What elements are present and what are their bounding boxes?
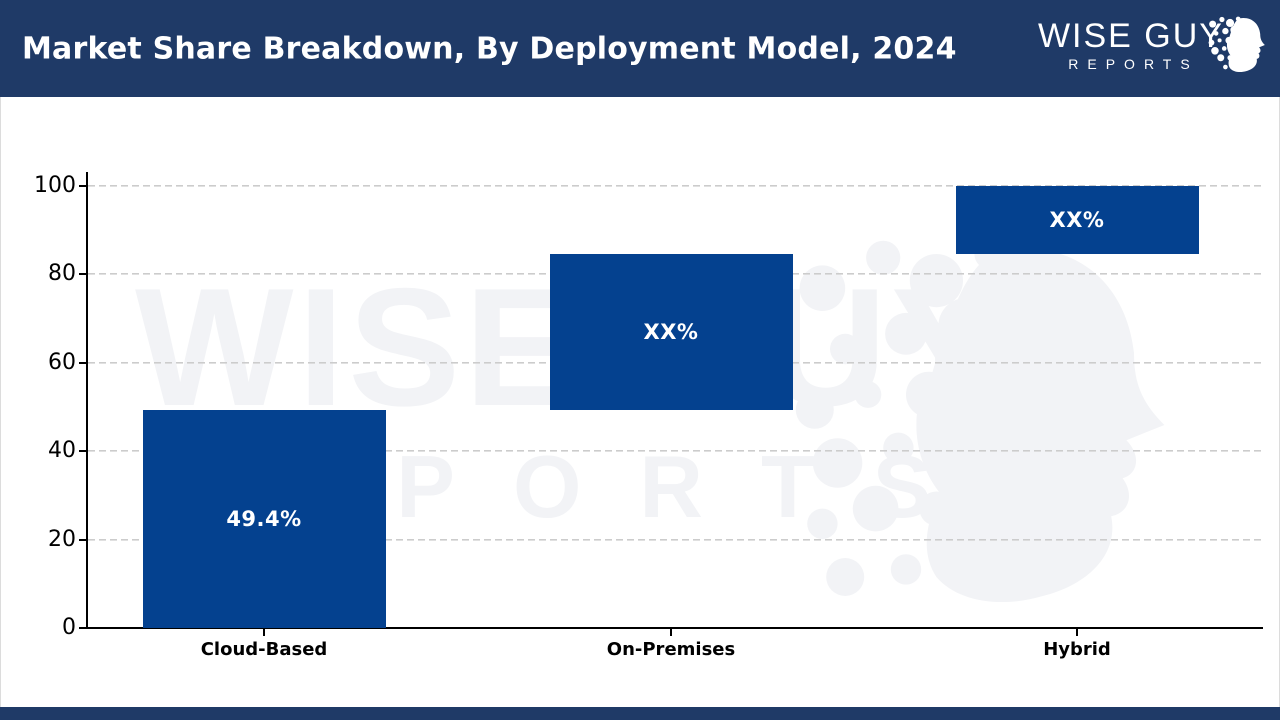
y-axis-tickmark (79, 627, 88, 629)
y-axis-tick-label: 60 (48, 349, 76, 375)
y-axis-tickmark (79, 538, 88, 541)
bar-hybrid: XX% (955, 186, 1199, 255)
y-axis-tick-label: 80 (48, 261, 76, 287)
gridline (88, 450, 1262, 453)
x-axis-category-label: Hybrid (1043, 639, 1111, 660)
y-axis-tick-label: 20 (48, 526, 76, 552)
y-axis-tick-label: 0 (62, 615, 76, 640)
brand-logo-text: WISE GUY REPORTS (1038, 19, 1224, 72)
bar-value-label: XX% (643, 319, 699, 344)
bar-value-label: XX% (1049, 208, 1105, 233)
x-axis-tickmark (263, 629, 265, 636)
header-banner: Market Share Breakdown, By Deployment Mo… (0, 0, 1280, 97)
y-axis-tick-label: 100 (34, 173, 76, 198)
x-axis-tickmark (1076, 629, 1078, 636)
y-axis-line (86, 172, 88, 629)
y-axis-tickmark (79, 185, 88, 187)
x-axis-category-label: On-Premises (606, 639, 736, 660)
bar-value-label: 49.4% (226, 506, 302, 531)
gridline (88, 185, 1262, 187)
footer-bar (0, 707, 1280, 720)
bar-on-premises: XX% (549, 254, 793, 410)
x-axis-tickmark (670, 629, 672, 636)
brand-subtitle: REPORTS (1068, 55, 1199, 72)
y-axis-tickmark (79, 273, 88, 276)
chart-title: Market Share Breakdown, By Deployment Mo… (22, 31, 957, 66)
y-axis-tickmark (79, 361, 88, 364)
y-axis-tick-label: 40 (48, 438, 76, 464)
x-axis-category-label: Cloud-Based (200, 639, 328, 660)
x-axis-line (86, 627, 1263, 629)
brand-logo: WISE GUY REPORTS (1038, 8, 1266, 82)
brand-name: WISE GUY (1037, 16, 1224, 55)
bar-cloud-based: 49.4% (142, 409, 386, 628)
watermark-head-icon (795, 238, 1165, 603)
brand-head-icon (1208, 16, 1265, 73)
gridline (88, 538, 1262, 541)
y-axis-tickmark (79, 450, 88, 453)
